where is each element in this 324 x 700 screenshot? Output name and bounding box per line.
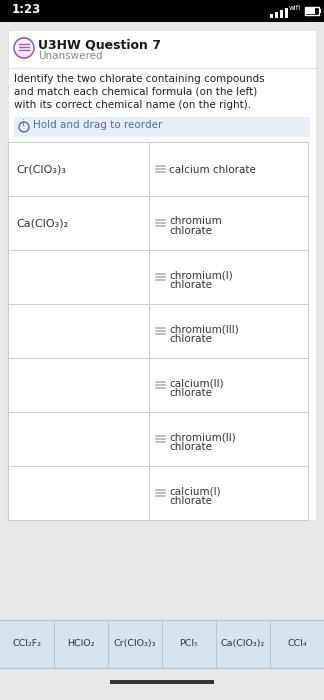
Text: calcium chlorate: calcium chlorate <box>169 165 256 175</box>
Bar <box>285 8 288 18</box>
Bar <box>275 12 278 18</box>
Text: Cr(ClO₃)₃: Cr(ClO₃)₃ <box>16 164 66 174</box>
Text: Cr(ClO₃)₃: Cr(ClO₃)₃ <box>114 639 156 648</box>
Text: chlorate: chlorate <box>169 442 212 452</box>
Text: CCl₂F₂: CCl₂F₂ <box>13 639 41 648</box>
Text: chlorate: chlorate <box>169 226 212 236</box>
Bar <box>0 0 324 22</box>
Text: chlorate: chlorate <box>169 334 212 344</box>
Bar <box>305 7 319 15</box>
Text: Ca(ClO₃)₂: Ca(ClO₃)₂ <box>16 218 68 228</box>
Bar <box>280 10 283 18</box>
Bar <box>0 520 324 620</box>
Bar <box>110 680 214 684</box>
Bar <box>8 142 308 520</box>
Text: U3HW Question 7: U3HW Question 7 <box>38 38 161 51</box>
Bar <box>306 8 315 14</box>
Text: chlorate: chlorate <box>169 280 212 290</box>
Text: chromium: chromium <box>169 216 222 226</box>
Text: Unanswered: Unanswered <box>38 51 103 61</box>
Text: PCl₅: PCl₅ <box>179 639 198 648</box>
Bar <box>14 117 310 137</box>
Circle shape <box>14 38 34 58</box>
Text: wifi: wifi <box>289 5 301 11</box>
Text: Hold and drag to reorder: Hold and drag to reorder <box>33 120 162 130</box>
Text: with its correct chemical name (on the right).: with its correct chemical name (on the r… <box>14 100 251 110</box>
Text: i: i <box>21 119 23 128</box>
Text: chlorate: chlorate <box>169 388 212 398</box>
Text: CCl₄: CCl₄ <box>287 639 307 648</box>
Bar <box>0 620 324 668</box>
Text: chlorate: chlorate <box>169 496 212 506</box>
Text: chromium(I): chromium(I) <box>169 270 233 280</box>
Text: 1:23: 1:23 <box>12 3 41 16</box>
Text: and match each chemical formula (on the left): and match each chemical formula (on the … <box>14 87 257 97</box>
Text: Ca(ClO₃)₂: Ca(ClO₃)₂ <box>221 639 265 648</box>
Text: calcium(II): calcium(II) <box>169 378 224 388</box>
Text: Identify the two chlorate containing compounds: Identify the two chlorate containing com… <box>14 74 265 84</box>
Bar <box>270 14 273 18</box>
Text: HClO₂: HClO₂ <box>67 639 95 648</box>
Bar <box>319 9 321 13</box>
Text: chromium(III): chromium(III) <box>169 324 239 334</box>
Text: calcium(I): calcium(I) <box>169 486 221 496</box>
Bar <box>8 30 316 612</box>
Text: chromium(II): chromium(II) <box>169 432 236 442</box>
